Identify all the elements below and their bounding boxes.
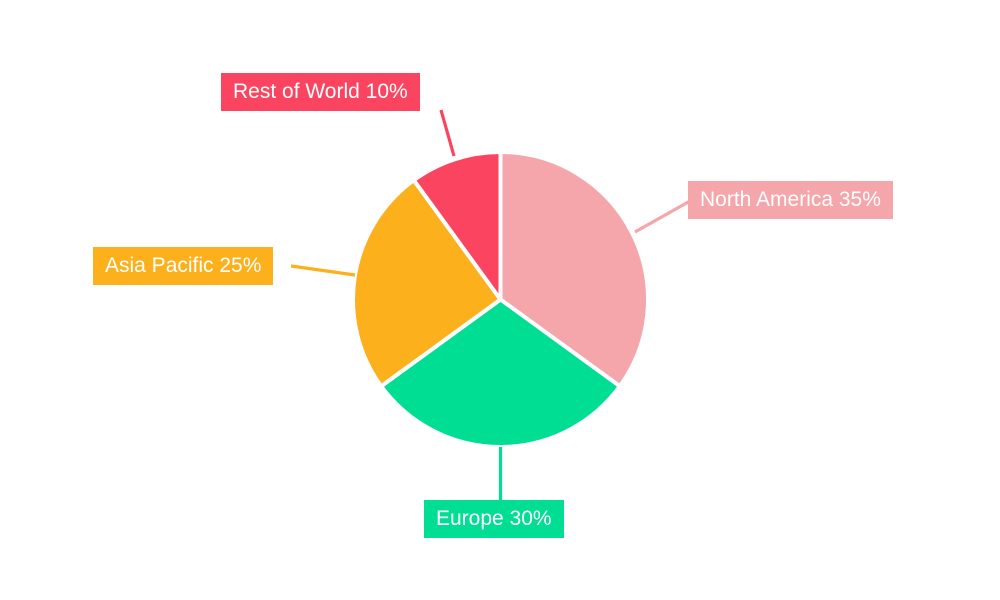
- pie-label-europe: Europe 30%: [424, 500, 564, 538]
- pie-slice-rest-of-world[interactable]: [411, 150, 503, 302]
- leader-line-asia-pacific: [290, 264, 356, 277]
- pie-label-rest-of-world: Rest of World 10%: [221, 73, 420, 111]
- pie-label-asia-pacific: Asia Pacific 25%: [93, 247, 274, 285]
- pie-slices-group: [351, 150, 650, 450]
- pie-slice-north-america[interactable]: [498, 150, 650, 389]
- leader-line-north-america: [634, 199, 691, 234]
- leader-line-rest-of-world: [439, 109, 456, 157]
- pie-slice-asia-pacific[interactable]: [351, 178, 503, 389]
- pie-label-north-america: North America 35%: [688, 181, 893, 219]
- leader-lines-group: [290, 109, 691, 502]
